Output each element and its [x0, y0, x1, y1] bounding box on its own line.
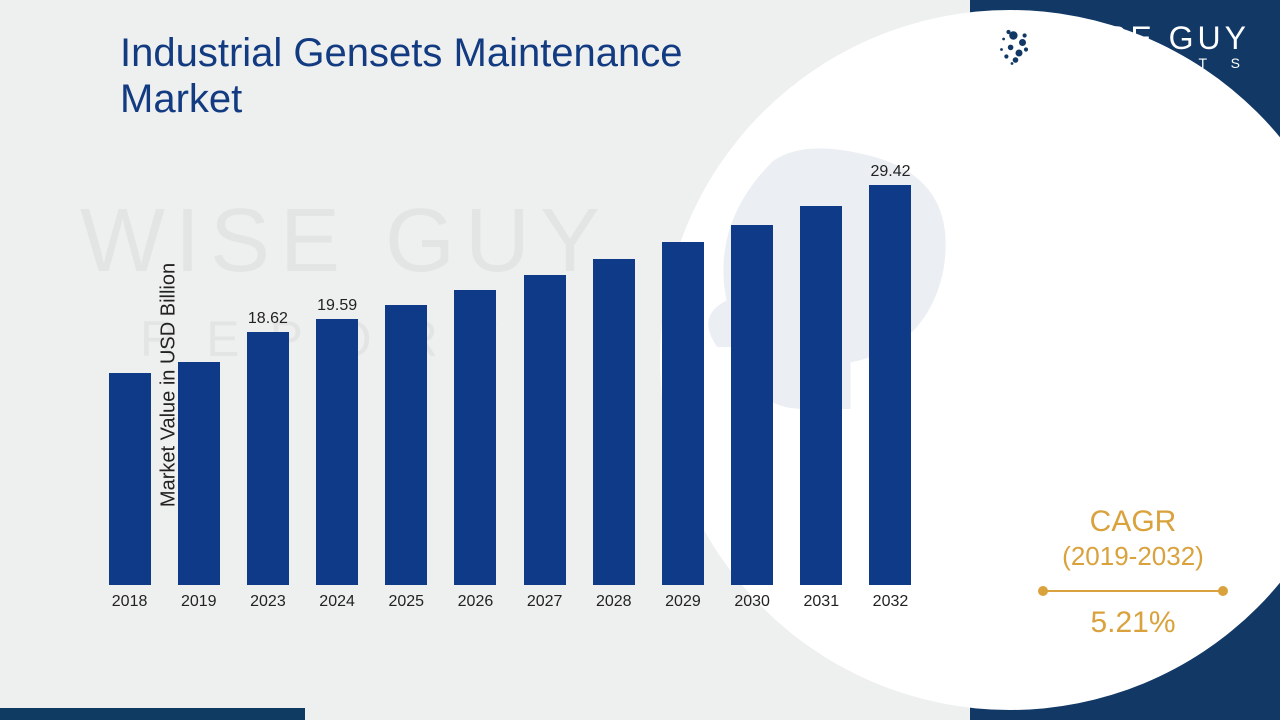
- bar: [662, 242, 704, 585]
- chart-title: Industrial Gensets Maintenance Market: [120, 30, 800, 122]
- x-tick-label: 2028: [579, 585, 648, 620]
- x-tick-label: 2030: [718, 585, 787, 620]
- x-tick-label: 2025: [372, 585, 441, 620]
- cagr-label: CAGR: [1018, 505, 1248, 539]
- cagr-period: (2019-2032): [1018, 541, 1248, 572]
- x-tick-label: 2019: [164, 585, 233, 620]
- bar: [385, 305, 427, 585]
- brand-sub: R E P O R T S: [1030, 55, 1250, 71]
- bar-wrap: 18.62: [233, 150, 302, 585]
- bar: [247, 332, 289, 585]
- bars-container: 18.62 19.59 29.42: [95, 150, 925, 585]
- bar-wrap: [648, 150, 717, 585]
- brand-name: WISE GUY: [1030, 20, 1250, 57]
- x-tick-label: 2026: [441, 585, 510, 620]
- bar: [800, 206, 842, 585]
- bar-chart: Market Value in USD Billion 18.6219.5929…: [55, 150, 925, 620]
- bar-wrap: 19.59: [303, 150, 372, 585]
- bar-wrap: [579, 150, 648, 585]
- bar-wrap: [441, 150, 510, 585]
- plot-area: 18.62 19.59 29.42: [95, 150, 925, 585]
- x-tick-label: 2032: [856, 585, 925, 620]
- bar: [524, 275, 566, 585]
- x-axis: 2018201920232024202520262027202820292030…: [95, 585, 925, 620]
- x-tick-label: 2024: [303, 585, 372, 620]
- bar: [593, 259, 635, 585]
- x-tick-label: 2027: [510, 585, 579, 620]
- brand-logo: WISE GUY R E P O R T S: [1030, 20, 1250, 71]
- bar-value-label: 29.42: [870, 163, 910, 181]
- x-tick-label: 2029: [648, 585, 717, 620]
- bar-wrap: [372, 150, 441, 585]
- cagr-value: 5.21%: [1018, 606, 1248, 640]
- bar: [731, 225, 773, 585]
- stage: WISE GUY REPORTS Industrial Gensets Main…: [0, 0, 1280, 720]
- bar: [869, 185, 911, 585]
- x-tick-label: 2018: [95, 585, 164, 620]
- bar-wrap: [95, 150, 164, 585]
- bar: [316, 319, 358, 585]
- bar-wrap: [787, 150, 856, 585]
- bar-value-label: 19.59: [317, 297, 357, 315]
- cagr-divider: [1043, 590, 1223, 592]
- x-tick-label: 2023: [233, 585, 302, 620]
- bar-wrap: [164, 150, 233, 585]
- x-tick-label: 2031: [787, 585, 856, 620]
- cagr-block: CAGR (2019-2032) 5.21%: [1018, 505, 1248, 640]
- logo-head-icon: [970, 18, 1040, 88]
- bar: [109, 373, 151, 585]
- bar: [454, 290, 496, 585]
- bar-wrap: [718, 150, 787, 585]
- bar-wrap: 29.42: [856, 150, 925, 585]
- bottom-accent-bar: [0, 708, 305, 720]
- bar-wrap: [510, 150, 579, 585]
- bar: [178, 362, 220, 585]
- bar-value-label: 18.62: [248, 310, 288, 328]
